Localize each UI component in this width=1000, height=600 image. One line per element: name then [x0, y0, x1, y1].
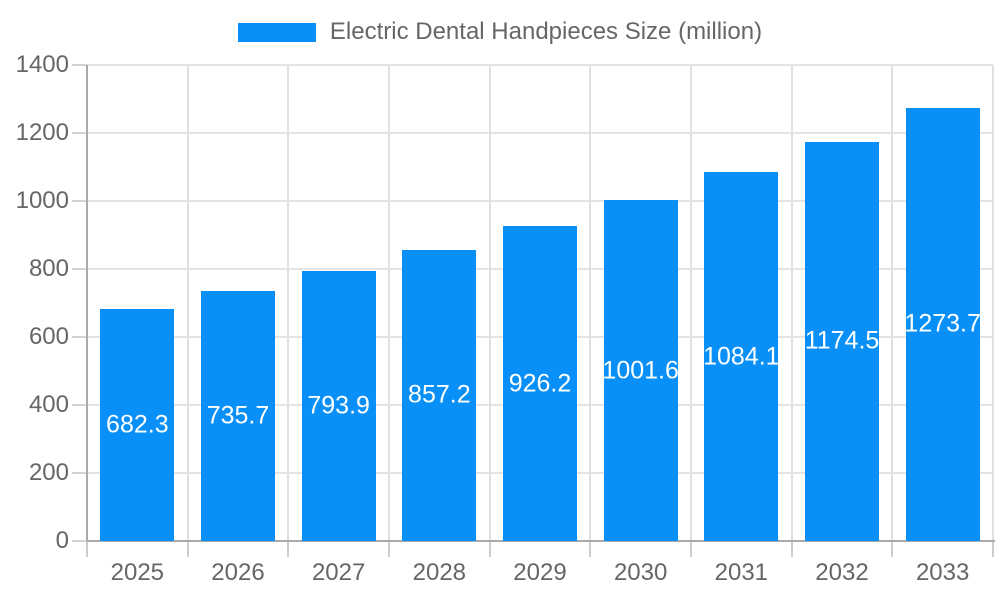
bar-value-label: 926.2	[508, 369, 572, 398]
bar-value-label: 1001.6	[602, 356, 679, 385]
x-axis-tick	[488, 542, 491, 557]
x-axis-line	[87, 540, 995, 542]
y-axis-tick-label: 200	[28, 459, 69, 486]
bar-value-label: 1273.7	[904, 309, 981, 338]
y-axis-line	[86, 65, 88, 541]
bar-value-label: 857.2	[408, 380, 471, 409]
x-axis-tick	[86, 542, 88, 557]
y-axis-tick-label: 0	[55, 527, 69, 554]
x-axis-tick	[186, 542, 189, 557]
x-gridline	[992, 65, 994, 541]
x-axis-tick-label: 2033	[915, 559, 970, 586]
x-axis-tick-label: 2029	[513, 559, 567, 586]
bar-2025[interactable]	[100, 309, 175, 541]
y-gridline	[87, 132, 993, 134]
x-gridline	[690, 65, 692, 541]
y-axis-tick	[72, 64, 87, 66]
x-gridline	[287, 65, 290, 541]
y-axis-tick	[72, 404, 87, 406]
x-axis-tick-label: 2026	[211, 559, 265, 586]
y-axis-tick	[72, 200, 87, 202]
x-gridline	[589, 65, 592, 541]
y-gridline	[87, 64, 993, 66]
x-axis-tick-label: 2032	[815, 559, 869, 586]
legend-label: Electric Dental Handpieces Size (million…	[329, 18, 763, 45]
y-axis-tick-label: 600	[28, 323, 69, 350]
x-gridline	[891, 65, 894, 541]
x-axis-tick	[589, 542, 592, 557]
bar-2032[interactable]	[805, 141, 879, 541]
y-axis-tick	[72, 540, 87, 542]
x-gridline	[790, 65, 793, 541]
x-axis-tick-label: 2030	[613, 559, 668, 586]
x-axis-tick-label: 2031	[714, 559, 769, 586]
bar-2030[interactable]	[603, 200, 678, 541]
y-gridline	[87, 200, 993, 202]
y-axis-tick-label: 400	[28, 391, 69, 418]
y-axis-tick-label: 1000	[15, 187, 69, 214]
bar-value-label: 682.3	[106, 410, 169, 439]
bar-2031[interactable]	[704, 172, 779, 541]
y-axis-tick	[72, 336, 87, 338]
y-axis-tick	[72, 268, 87, 270]
x-axis-tick	[690, 542, 692, 557]
x-gridline	[186, 65, 189, 541]
x-axis-tick-label: 2027	[311, 559, 366, 586]
bar-2028[interactable]	[402, 249, 477, 541]
bar-2026[interactable]	[201, 290, 275, 541]
y-axis-tick	[72, 132, 87, 134]
x-axis-tick	[891, 542, 894, 557]
y-axis-tick-label: 800	[28, 255, 69, 282]
bar-value-label: 735.7	[206, 401, 270, 430]
legend-swatch	[237, 22, 316, 42]
bar-2033[interactable]	[905, 107, 980, 541]
y-axis-tick-label: 1200	[15, 119, 69, 146]
bar-value-label: 793.9	[307, 391, 370, 420]
x-axis-tick-label: 2028	[412, 559, 467, 586]
bar-2029[interactable]	[503, 226, 577, 541]
x-axis-tick	[992, 542, 994, 557]
bar-2027[interactable]	[301, 271, 376, 541]
bar-value-label: 1084.1	[703, 342, 780, 371]
y-axis-tick-label: 1400	[15, 51, 69, 78]
chart-legend[interactable]: Electric Dental Handpieces Size (million…	[0, 20, 1000, 44]
x-axis-tick	[388, 542, 390, 557]
y-axis-tick	[72, 472, 87, 474]
x-gridline	[388, 65, 390, 541]
x-axis-tick	[790, 542, 793, 557]
x-gridline	[488, 65, 491, 541]
bar-value-label: 1174.5	[804, 326, 880, 355]
x-axis-tick-label: 2025	[110, 559, 165, 586]
x-axis-tick	[287, 542, 290, 557]
